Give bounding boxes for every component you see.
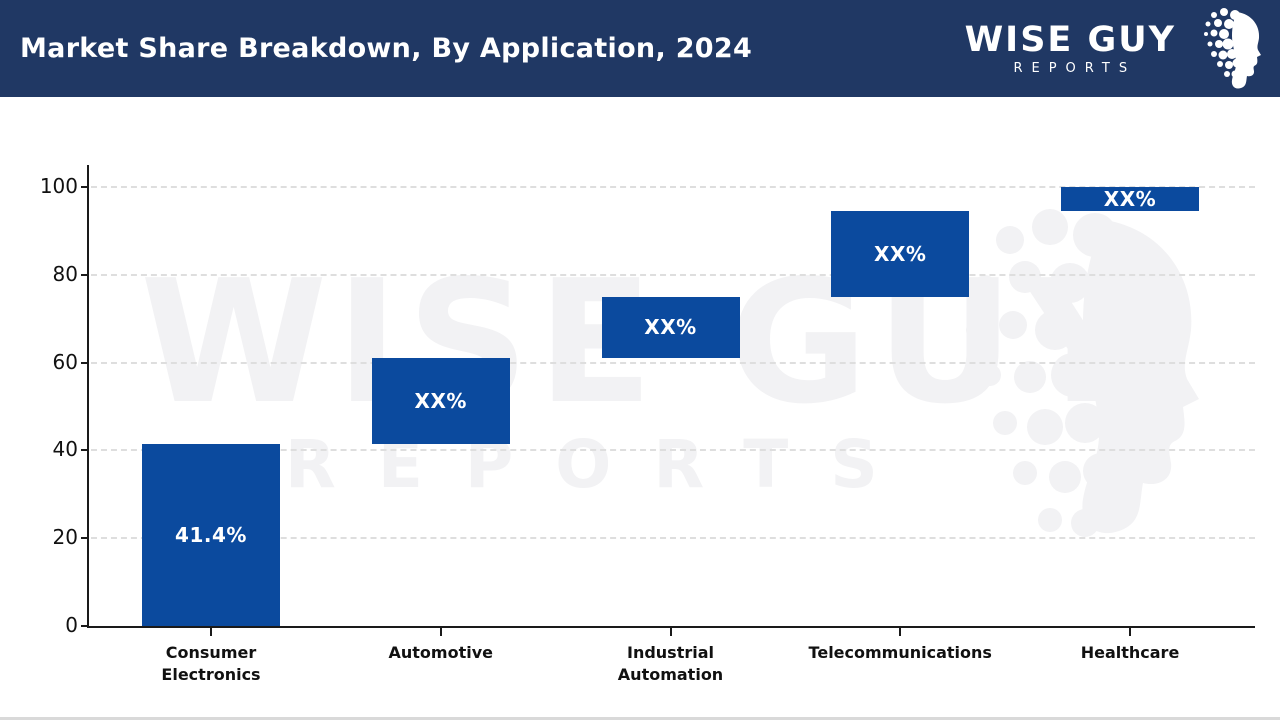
brand-name: WISE GUY	[964, 19, 1176, 60]
gridline-80	[91, 273, 1255, 276]
y-tick-label-20: 20	[52, 525, 78, 550]
bar-value-label-consumer-electronics: 41.4%	[175, 523, 247, 548]
x-tick-automotive	[439, 628, 442, 636]
bar-value-label-healthcare: XX%	[1103, 187, 1157, 212]
y-tick-60	[81, 361, 89, 364]
gridline-60	[91, 361, 1255, 364]
y-tick-label-60: 60	[52, 349, 78, 374]
y-tick-0	[81, 625, 89, 627]
watermark-dotted-head	[966, 209, 1199, 537]
x-tick-telecommunications	[899, 628, 902, 636]
x-category-label-consumer-electronics: Consumer Electronics	[161, 643, 261, 684]
bar-industrial-automation: XX%	[601, 296, 740, 359]
brand-logo: WISE GUY REPORTS	[965, 6, 1280, 92]
x-axis-line	[87, 626, 1255, 628]
bar-value-label-industrial-automation: XX%	[644, 315, 697, 340]
y-tick-40	[81, 449, 89, 452]
bar-telecommunications: XX%	[831, 211, 970, 297]
brand-logo-text: WISE GUY REPORTS	[964, 19, 1176, 76]
brand-subname: REPORTS	[1013, 60, 1137, 76]
bar-automotive: XX%	[371, 358, 510, 445]
bar-value-label-telecommunications: XX%	[874, 241, 927, 266]
gridline-40	[91, 449, 1255, 452]
x-tick-industrial-automation	[669, 628, 672, 636]
x-category-label-telecommunications: Telecommunications	[808, 643, 992, 662]
waterfall-chart: 0 20 40 60 80 100 41.4% Consumer Electronics XX% A…	[0, 97, 1280, 720]
y-tick-label-80: 80	[52, 261, 78, 286]
x-category-label-healthcare: Healthcare	[1080, 643, 1180, 662]
page-title: Market Share Breakdown, By Application, …	[20, 33, 753, 64]
x-category-label-automotive: Automotive	[388, 643, 494, 662]
bar-value-label-automotive: XX%	[414, 389, 467, 414]
x-tick-consumer-electronics	[210, 628, 212, 636]
y-tick-100	[81, 186, 89, 188]
x-tick-healthcare	[1129, 628, 1131, 636]
y-tick-label-40: 40	[52, 437, 78, 462]
bar-consumer-electronics: 41.4%	[142, 444, 280, 626]
y-tick-80	[81, 273, 89, 276]
gridline-20	[91, 537, 1255, 540]
y-tick-label-100: 100	[39, 174, 78, 198]
y-tick-label-0: 0	[65, 613, 78, 637]
bottom-border	[0, 717, 1280, 720]
dotted-head-icon	[1204, 7, 1261, 89]
bar-healthcare: XX%	[1061, 187, 1199, 212]
y-tick-20	[81, 537, 89, 540]
header-bar: Market Share Breakdown, By Application, …	[0, 0, 1280, 97]
y-axis-line	[87, 165, 89, 628]
x-category-label-industrial-automation: Industrial Automation	[617, 643, 724, 684]
gridline-100	[91, 186, 1255, 188]
